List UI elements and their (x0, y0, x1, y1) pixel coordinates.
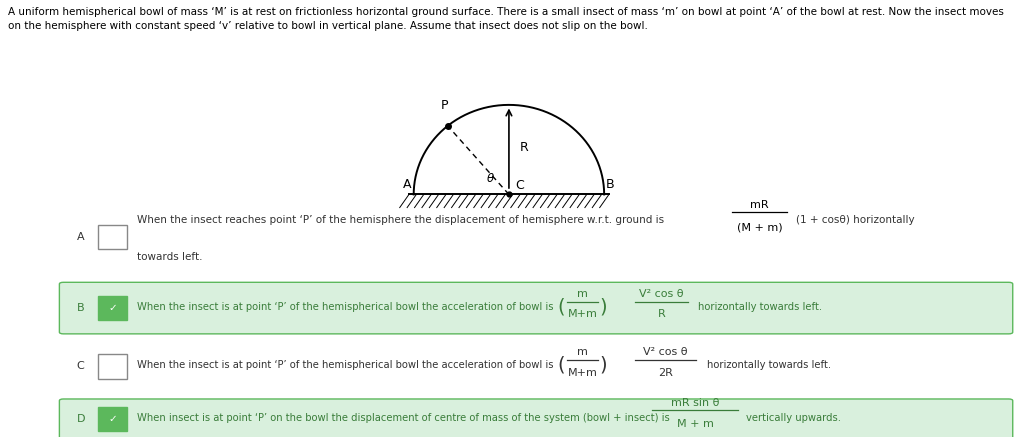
Text: m: m (578, 289, 588, 299)
Text: A: A (77, 232, 84, 242)
Text: horizontally towards left.: horizontally towards left. (698, 302, 822, 312)
Text: (1 + cosθ) horizontally: (1 + cosθ) horizontally (796, 215, 914, 225)
Text: B: B (77, 303, 84, 313)
FancyBboxPatch shape (59, 282, 1013, 334)
Text: towards left.: towards left. (137, 252, 203, 262)
FancyBboxPatch shape (59, 399, 1013, 437)
Text: mR: mR (751, 200, 769, 210)
FancyBboxPatch shape (98, 296, 127, 320)
Text: ✓: ✓ (109, 414, 117, 424)
Text: M+m: M+m (567, 368, 598, 378)
Text: R: R (520, 142, 529, 154)
Text: M + m: M + m (677, 420, 714, 429)
Text: (: ( (558, 297, 565, 316)
Text: m: m (578, 347, 588, 357)
Text: V² cos θ: V² cos θ (639, 289, 684, 299)
Text: on the hemisphere with constant speed ‘v’ relative to bowl in vertical plane. As: on the hemisphere with constant speed ‘v… (8, 21, 648, 31)
Text: C: C (515, 179, 524, 192)
FancyBboxPatch shape (98, 406, 127, 431)
Text: $\theta$: $\theta$ (486, 172, 495, 185)
Text: horizontally towards left.: horizontally towards left. (707, 360, 830, 370)
Text: When the insect is at point ‘P’ of the hemispherical bowl the acceleration of bo: When the insect is at point ‘P’ of the h… (137, 360, 554, 370)
Text: ): ) (599, 297, 606, 316)
Text: (: ( (558, 356, 565, 375)
Text: R: R (657, 309, 666, 319)
Text: A uniform hemispherical bowl of mass ‘M’ is at rest on frictionless horizontal g: A uniform hemispherical bowl of mass ‘M’… (8, 7, 1005, 17)
Text: M+m: M+m (567, 309, 598, 319)
Text: ): ) (599, 356, 606, 375)
Text: mR sin θ: mR sin θ (671, 398, 720, 408)
Text: V² cos θ: V² cos θ (643, 347, 688, 357)
Text: A: A (403, 178, 412, 191)
Text: 2R: 2R (658, 368, 673, 378)
Text: P: P (441, 99, 449, 112)
Text: D: D (77, 414, 85, 424)
Text: When the insect is at point ‘P’ of the hemispherical bowl the acceleration of bo: When the insect is at point ‘P’ of the h… (137, 302, 554, 312)
FancyBboxPatch shape (98, 354, 127, 378)
Text: ✓: ✓ (109, 303, 117, 313)
FancyBboxPatch shape (98, 225, 127, 249)
Text: (M + m): (M + m) (737, 222, 782, 232)
Text: When insect is at point ‘P’ on the bowl the displacement of centre of mass of th: When insect is at point ‘P’ on the bowl … (137, 413, 670, 423)
Text: When the insect reaches point ‘P’ of the hemisphere the displacement of hemisphe: When the insect reaches point ‘P’ of the… (137, 215, 665, 225)
Text: vertically upwards.: vertically upwards. (746, 413, 842, 423)
Text: C: C (77, 361, 85, 371)
Text: B: B (606, 178, 614, 191)
